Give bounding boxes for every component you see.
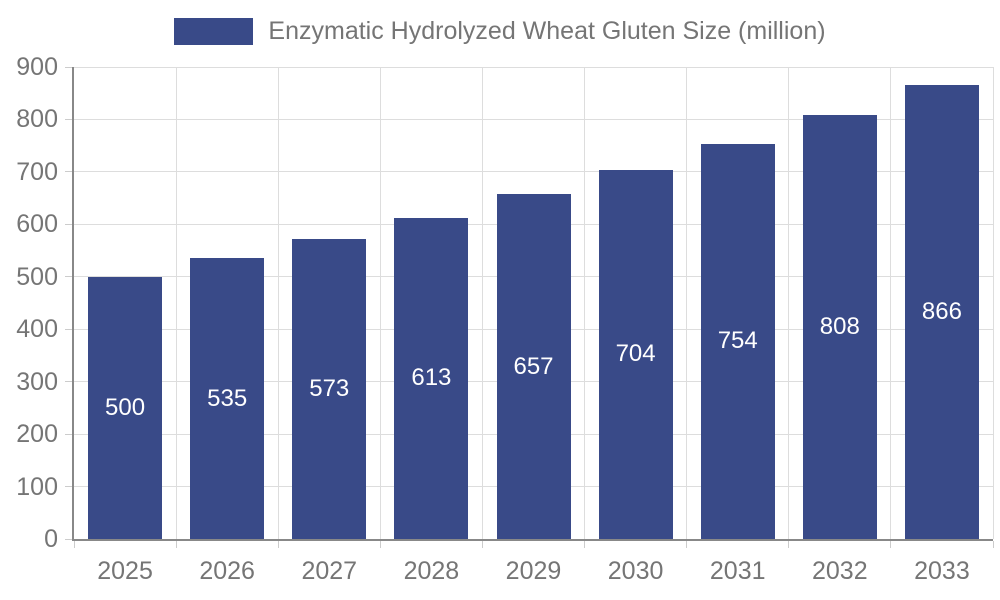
legend-label: Enzymatic Hydrolyzed Wheat Gluten Size (…: [268, 17, 826, 45]
y-tick-label: 200: [16, 420, 58, 449]
x-tick: [788, 541, 790, 548]
x-tick: [73, 541, 75, 548]
x-tick: [175, 541, 177, 548]
gridline-vertical: [992, 67, 994, 539]
bar-value-label: 535: [207, 384, 248, 412]
gridline-vertical: [481, 67, 483, 539]
y-tick: [65, 171, 72, 173]
bar-value-label: 500: [105, 393, 146, 421]
x-tick-label: 2029: [505, 557, 562, 585]
x-tick: [686, 541, 688, 548]
gridline-horizontal: [74, 171, 993, 173]
bar-value-label: 808: [819, 313, 860, 341]
y-tick: [65, 66, 72, 68]
y-tick-label: 400: [16, 315, 58, 344]
x-tick-label: 2026: [199, 557, 255, 585]
gridline-vertical: [379, 67, 381, 539]
gridline-vertical: [175, 67, 177, 539]
y-tick: [65, 381, 72, 383]
plot-area: 500 535 573 613 657 704 754 808 866: [65, 66, 994, 548]
x-tick-label: 2030: [607, 557, 664, 585]
bar-value-label: 573: [309, 374, 350, 402]
x-tick-label: 2031: [709, 557, 766, 585]
gridline-vertical: [277, 67, 279, 539]
x-tick: [379, 541, 381, 548]
x-tick-label: 2032: [812, 557, 868, 585]
bar-value-label: 866: [921, 297, 962, 325]
x-axis-labels: 2025 2026 2027 2028 2029 2030 2031 2032 2033: [74, 556, 993, 590]
gridline-horizontal: [74, 118, 993, 120]
y-tick-label: 300: [16, 367, 58, 396]
y-tick-label: 900: [16, 53, 58, 81]
bar-2026: 535: [190, 258, 265, 539]
y-tick: [65, 276, 72, 278]
x-tick-label: 2033: [914, 557, 970, 585]
bar-2032: 808: [802, 115, 877, 539]
y-axis-labels: 0 100 200 300 400 500 600 700 800 900: [0, 0, 58, 600]
y-tick: [65, 433, 72, 435]
gridline-vertical: [686, 67, 688, 539]
bar-value-label: 754: [717, 327, 758, 355]
gridline-vertical: [584, 67, 586, 539]
y-tick-label: 800: [16, 105, 58, 134]
y-tick: [65, 486, 72, 488]
y-tick: [65, 223, 72, 225]
bar-2029: 657: [496, 194, 571, 539]
legend-swatch: [174, 17, 254, 45]
x-tick: [890, 541, 892, 548]
y-tick-label: 0: [44, 525, 58, 553]
bar-value-label: 657: [513, 352, 554, 380]
y-tick: [65, 328, 72, 330]
y-tick-label: 100: [16, 472, 58, 501]
bar-value-label: 613: [411, 364, 452, 392]
x-tick: [481, 541, 483, 548]
bar-2030: 704: [598, 169, 673, 539]
x-tick-label: 2028: [403, 557, 460, 585]
y-tick-label: 700: [16, 157, 58, 186]
x-tick-label: 2027: [301, 557, 358, 585]
x-tick: [584, 541, 586, 548]
bar-2031: 754: [700, 143, 775, 539]
bar-2027: 573: [292, 238, 367, 539]
x-tick: [277, 541, 279, 548]
y-tick: [65, 538, 72, 540]
y-tick-label: 500: [16, 262, 58, 291]
bar-2033: 866: [904, 84, 979, 539]
bar-value-label: 704: [615, 340, 656, 368]
gridline-vertical: [788, 67, 790, 539]
x-tick: [992, 541, 994, 548]
gridline-horizontal: [74, 66, 993, 68]
y-tick-label: 600: [16, 210, 58, 239]
bar-2028: 613: [394, 217, 469, 539]
gridline-vertical: [890, 67, 892, 539]
bar-2025: 500: [88, 276, 163, 539]
legend: Enzymatic Hydrolyzed Wheat Gluten Size (…: [0, 16, 1000, 46]
y-tick: [65, 118, 72, 120]
x-tick-label: 2025: [97, 557, 153, 585]
